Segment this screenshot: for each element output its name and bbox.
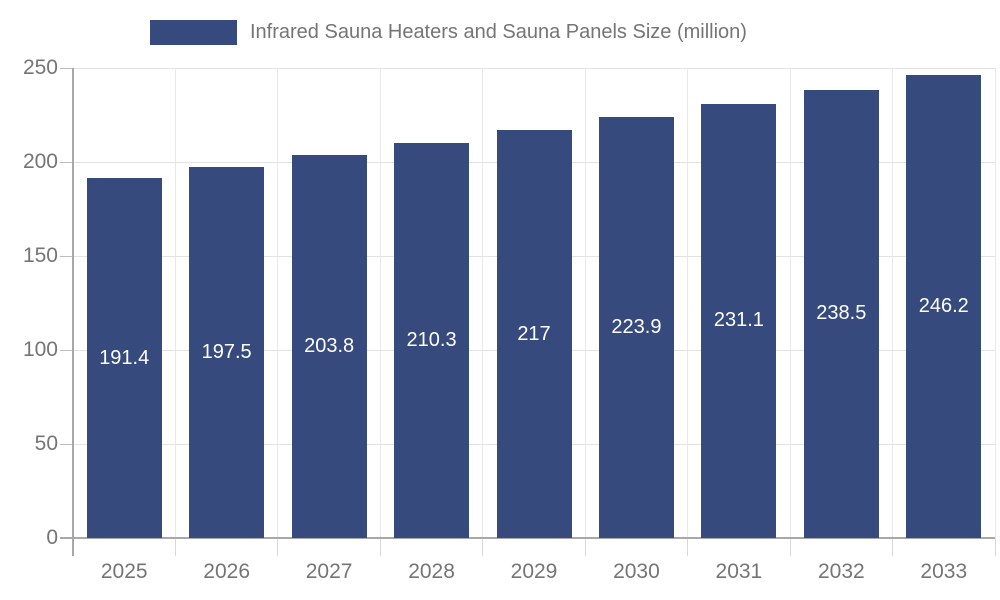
y-axis-tick — [60, 349, 73, 351]
y-tick-label: 250 — [22, 56, 58, 79]
bar: 210.3 — [394, 142, 470, 538]
v-gridline — [687, 68, 689, 538]
y-axis-line — [72, 68, 74, 556]
x-axis-tick — [174, 538, 176, 556]
bar-value-label: 231.1 — [713, 309, 764, 332]
bar-value-label: 217 — [517, 322, 551, 345]
v-gridline — [379, 68, 381, 538]
x-tick-label: 2028 — [408, 560, 455, 583]
x-axis-tick — [277, 538, 279, 556]
x-tick-label: 2032 — [817, 560, 865, 583]
v-gridline — [789, 68, 791, 538]
y-axis-tick — [60, 443, 73, 445]
v-gridline — [482, 68, 484, 538]
bar: 197.5 — [189, 166, 265, 538]
x-tick-label: 2027 — [305, 560, 353, 583]
bar-value-label: 223.9 — [611, 316, 662, 339]
bar: 246.2 — [906, 75, 982, 538]
y-axis-tick — [60, 67, 73, 69]
y-tick-label: 200 — [22, 150, 58, 173]
x-tick-label: 2029 — [510, 560, 558, 583]
bar-value-label: 210.3 — [406, 328, 457, 351]
x-axis-tick — [379, 538, 381, 556]
legend-label: Infrared Sauna Heaters and Sauna Panels … — [250, 21, 747, 43]
x-axis-tick — [482, 538, 484, 556]
x-axis-tick — [994, 538, 996, 556]
x-axis-tick — [687, 538, 689, 556]
v-gridline — [277, 68, 279, 538]
y-tick-label: 50 — [34, 432, 58, 455]
h-gridline — [73, 67, 995, 69]
bar: 203.8 — [291, 154, 367, 538]
bar-value-label: 203.8 — [304, 334, 355, 357]
bar-value-label: 197.5 — [201, 340, 252, 363]
v-gridline — [892, 68, 894, 538]
y-tick-label: 150 — [22, 244, 58, 267]
v-gridline — [174, 68, 176, 538]
bar: 223.9 — [598, 117, 674, 538]
x-tick-label: 2030 — [613, 560, 660, 583]
y-axis-tick — [60, 161, 73, 163]
x-tick-label: 2026 — [203, 560, 251, 583]
bar: 191.4 — [86, 178, 162, 538]
x-tick-label: 2033 — [920, 560, 968, 583]
x-axis-tick — [789, 538, 791, 556]
x-tick-label: 2031 — [715, 560, 763, 583]
bar-value-label: 246.2 — [918, 295, 969, 318]
bar-value-label: 191.4 — [99, 346, 150, 369]
x-axis-tick — [584, 538, 586, 556]
y-tick-label: 0 — [46, 526, 58, 549]
y-tick-label: 100 — [22, 338, 58, 361]
bar: 217 — [496, 130, 572, 538]
v-gridline — [584, 68, 586, 538]
v-gridline — [994, 68, 996, 538]
bar: 231.1 — [701, 103, 777, 538]
x-axis-line — [60, 537, 995, 539]
x-axis-tick — [892, 538, 894, 556]
legend-swatch-icon — [150, 20, 237, 45]
bar: 238.5 — [803, 89, 879, 538]
x-tick-label: 2025 — [100, 560, 148, 583]
y-axis-tick — [60, 255, 73, 257]
bar-value-label: 238.5 — [816, 302, 867, 325]
chart-legend: Infrared Sauna Heaters and Sauna Panels … — [150, 20, 747, 45]
